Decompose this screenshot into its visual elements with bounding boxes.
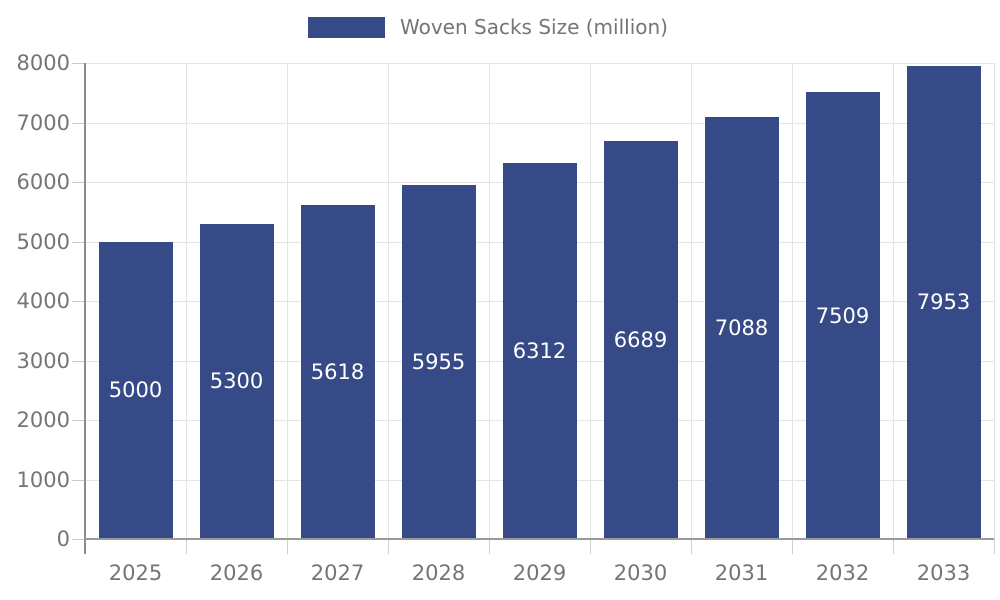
x-axis-line <box>85 538 994 540</box>
x-tick-label-2033: 2033 <box>916 561 971 585</box>
bar-2027 <box>300 204 375 538</box>
gridline-x-5 <box>590 63 591 539</box>
y-tick-0 <box>72 539 85 540</box>
gridline-x-7 <box>792 63 793 539</box>
y-tick-label-8000: 8000 <box>16 51 70 75</box>
bar-value-label-2027: 5618 <box>310 359 365 384</box>
gridline-x-8 <box>893 63 894 539</box>
gridline-y-8000 <box>85 63 994 64</box>
gridline-x-6 <box>691 63 692 539</box>
gridline-x-4 <box>489 63 490 539</box>
y-tick-label-2000: 2000 <box>16 408 70 432</box>
y-tick-3000 <box>72 360 85 362</box>
gridline-x-9 <box>994 63 995 539</box>
bar-value-label-2026: 5300 <box>209 369 264 394</box>
y-tick-label-0: 0 <box>56 527 70 551</box>
y-tick-1000 <box>72 479 85 481</box>
bar-value-label-2031: 7088 <box>714 316 769 341</box>
x-tick-9 <box>994 539 995 554</box>
y-tick-8000 <box>72 63 85 64</box>
y-tick-label-7000: 7000 <box>16 110 70 135</box>
gridline-x-2 <box>287 63 288 539</box>
y-tick-7000 <box>72 122 85 124</box>
x-tick-label-2027: 2027 <box>310 561 365 585</box>
bar-2030 <box>603 141 678 538</box>
x-tick-label-2026: 2026 <box>209 561 264 585</box>
y-tick-5000 <box>72 241 85 243</box>
x-tick-8 <box>893 539 894 554</box>
gridline-x-1 <box>186 63 187 539</box>
bar-value-label-2029: 6312 <box>512 339 567 364</box>
bar-value-label-2032: 7509 <box>815 303 870 328</box>
x-tick-label-2030: 2030 <box>613 561 668 585</box>
x-tick-label-2025: 2025 <box>108 561 163 585</box>
gridline-y-7000 <box>85 122 994 124</box>
bar-2025 <box>98 241 173 538</box>
bar-2033 <box>906 65 981 538</box>
x-tick-label-2031: 2031 <box>714 561 769 585</box>
y-tick-label-3000: 3000 <box>16 348 70 373</box>
legend-label: Woven Sacks Size (million) <box>400 15 668 39</box>
bar-value-label-2030: 6689 <box>613 328 668 352</box>
x-tick-1 <box>186 539 187 554</box>
x-tick-label-2029: 2029 <box>512 561 567 585</box>
y-tick-2000 <box>72 420 85 421</box>
bar-2029 <box>502 163 577 538</box>
bar-2028 <box>401 184 476 538</box>
chart-legend: Woven Sacks Size (million) <box>308 15 668 39</box>
y-tick-label-1000: 1000 <box>16 467 70 492</box>
x-tick-2 <box>287 539 288 554</box>
bar-value-label-2025: 5000 <box>108 378 163 403</box>
x-tick-4 <box>489 539 490 554</box>
x-tick-5 <box>590 539 591 554</box>
y-tick-label-5000: 5000 <box>16 229 70 254</box>
bar-value-label-2033: 7953 <box>916 290 971 315</box>
x-tick-label-2032: 2032 <box>815 561 870 585</box>
bar-value-label-2028: 5955 <box>411 349 466 374</box>
y-axis-line <box>84 63 86 554</box>
x-tick-7 <box>792 539 793 554</box>
bar-2031 <box>704 117 779 538</box>
x-tick-label-2028: 2028 <box>411 561 466 585</box>
y-tick-label-4000: 4000 <box>16 289 70 313</box>
y-tick-label-6000: 6000 <box>16 170 70 194</box>
x-tick-6 <box>691 539 692 554</box>
legend-swatch <box>308 16 385 38</box>
gridline-x-3 <box>388 63 389 539</box>
bar-2032 <box>805 92 880 538</box>
x-tick-3 <box>388 539 389 554</box>
bar-2026 <box>199 223 274 538</box>
y-tick-6000 <box>72 182 85 183</box>
y-tick-4000 <box>72 301 85 302</box>
